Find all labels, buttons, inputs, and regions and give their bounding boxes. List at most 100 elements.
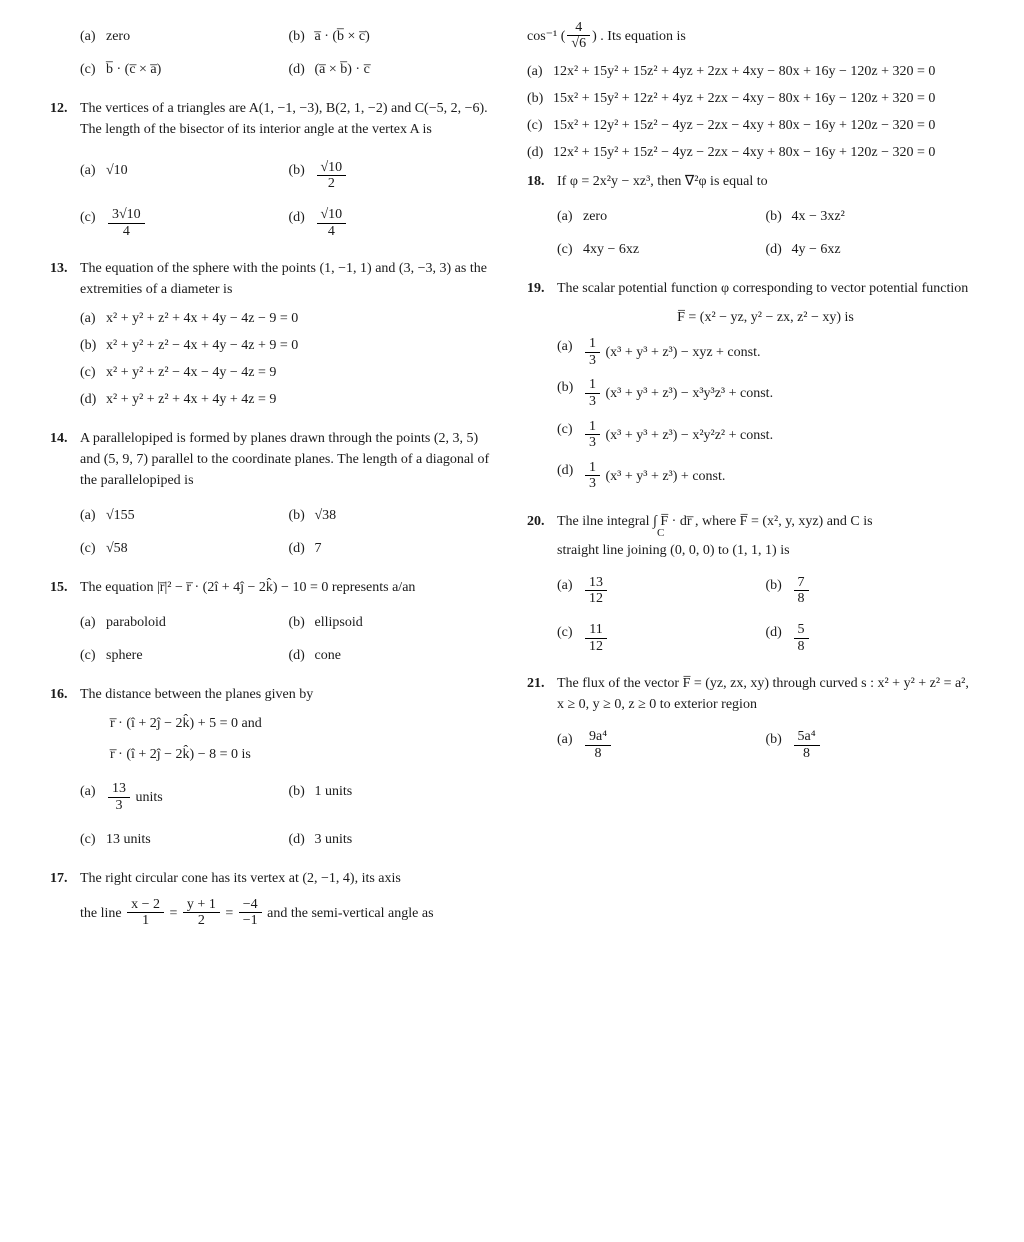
q21: 21. The flux of the vector F̅ = (yz, zx,…	[527, 673, 974, 768]
q-number: 20.	[527, 511, 557, 661]
q17-opt-a: (a)12x² + 15y² + 15z² + 4yz + 2zx + 4xy …	[527, 61, 974, 82]
q12-opt-b: (b)√102	[289, 160, 498, 193]
q20-line2: straight line joining (0, 0, 0) to (1, 1…	[557, 540, 974, 561]
q-stem: The equation of the sphere with the poin…	[80, 258, 497, 300]
q-stem: The flux of the vector F̅ = (yz, zx, xy)…	[557, 673, 974, 715]
opt-text: a̅ · (b̅ × c̅)	[315, 26, 498, 47]
q18-opt-c: (c)4xy − 6xz	[557, 239, 766, 260]
opt-text: √102	[315, 160, 498, 193]
opt-text: 3 units	[315, 829, 498, 850]
q-stem: If φ = 2x²y − xz³, then ∇²φ is equal to	[557, 171, 974, 192]
opt-text: 12x² + 15y² + 15z² + 4yz + 2zx + 4xy − 8…	[553, 61, 974, 82]
q-number: 13.	[50, 258, 80, 416]
q-stem: The vertices of a triangles are A(1, −1,…	[80, 98, 497, 140]
q17-opt-c: (c)15x² + 12y² + 15z² − 4yz − 2zx − 4xy …	[527, 115, 974, 136]
q14-opt-c: (c)√58	[80, 538, 289, 559]
opt-text: 13 (x³ + y³ + z³) + const.	[583, 460, 974, 493]
q-stem: The distance between the planes given by	[80, 684, 497, 705]
q13: 13. The equation of the sphere with the …	[50, 258, 497, 416]
opt-text: √155	[106, 505, 289, 526]
opt-text: √38	[315, 505, 498, 526]
q13-opt-c: (c)x² + y² + z² − 4x − 4y − 4z = 9	[80, 362, 497, 383]
q13-opt-a: (a)x² + y² + z² + 4x + 4y − 4z − 9 = 0	[80, 308, 497, 329]
opt-text: 4x − 3xz²	[792, 206, 975, 227]
opt-text: 5a⁴8	[792, 729, 975, 762]
q20: 20. The ilne integral ∫ F̅ · dr̅C , wher…	[527, 511, 974, 661]
q20-opt-b: (b)78	[766, 575, 975, 608]
q16-opt-d: (d)3 units	[289, 829, 498, 850]
opt-text: 7	[315, 538, 498, 559]
q18-opt-a: (a)zero	[557, 206, 766, 227]
opt-text: 13 (x³ + y³ + z³) − x³y³z³ + const.	[583, 377, 974, 410]
q16-eq1: r̅ · (î + 2ĵ − 2k̂) + 5 = 0 and	[110, 713, 497, 734]
opt-text: paraboloid	[106, 612, 289, 633]
q-stem: The ilne integral ∫ F̅ · dr̅C , where F̅…	[557, 511, 974, 532]
opt-text: cone	[315, 645, 498, 666]
q-stem: The scalar potential function φ correspo…	[557, 278, 974, 299]
q13-opt-b: (b)x² + y² + z² − 4x + 4y − 4z + 9 = 0	[80, 335, 497, 356]
opt-text: x² + y² + z² − 4x + 4y − 4z + 9 = 0	[106, 335, 497, 356]
q15: 15. The equation |r̅|² − r̅ · (2î + 4ĵ −…	[50, 577, 497, 672]
opt-text: 13 units	[106, 829, 289, 850]
q14-opt-a: (a)√155	[80, 505, 289, 526]
q19-opt-d: (d)13 (x³ + y³ + z³) + const.	[557, 460, 974, 493]
q-number: 19.	[527, 278, 557, 499]
q14-opt-b: (b)√38	[289, 505, 498, 526]
opt-text: ellipsoid	[315, 612, 498, 633]
q-stem: The equation |r̅|² − r̅ · (2î + 4ĵ − 2k̂…	[80, 577, 497, 598]
q16-opt-a: (a)133 units	[80, 781, 289, 814]
q16-eq2: r̅ · (î + 2ĵ − 2k̂) − 8 = 0 is	[110, 744, 497, 765]
opt-text: (a̅ × b̅) · c̅	[315, 59, 498, 80]
opt-text: 4xy − 6xz	[583, 239, 766, 260]
q19-opt-c: (c)13 (x³ + y³ + z³) − x²y²z² + const.	[557, 419, 974, 452]
q16-opt-b: (b)1 units	[289, 781, 498, 814]
q-number: 16.	[50, 684, 80, 855]
q13-opt-d: (d)x² + y² + z² + 4x + 4y + 4z = 9	[80, 389, 497, 410]
opt-text: 1312	[583, 575, 766, 608]
q-stem: The right circular cone has its vertex a…	[80, 868, 497, 889]
q20-opt-c: (c)1112	[557, 622, 766, 655]
q11-opt-c: (c)b̅ · (c̅ × a̅)	[80, 59, 289, 80]
q15-opt-a: (a)paraboloid	[80, 612, 289, 633]
opt-text: zero	[106, 26, 289, 47]
opt-text: √58	[106, 538, 289, 559]
opt-text: x² + y² + z² − 4x − 4y − 4z = 9	[106, 362, 497, 383]
left-column: (a)zero (b)a̅ · (b̅ × c̅) (c)b̅ · (c̅ × …	[50, 20, 497, 942]
q16: 16. The distance between the planes give…	[50, 684, 497, 855]
q11-continued: (a)zero (b)a̅ · (b̅ × c̅) (c)b̅ · (c̅ × …	[50, 20, 497, 86]
q17-continued: cos⁻¹ (4√6) . Its equation is (a)12x² + …	[527, 20, 974, 163]
q11-opt-a: (a)zero	[80, 26, 289, 47]
q19-opt-a: (a)13 (x³ + y³ + z³) − xyz + const.	[557, 336, 974, 369]
q12: 12. The vertices of a triangles are A(1,…	[50, 98, 497, 246]
q21-opt-a: (a)9a⁴8	[557, 729, 766, 762]
opt-text: 9a⁴8	[583, 729, 766, 762]
opt-text: 78	[792, 575, 975, 608]
q-number: 12.	[50, 98, 80, 246]
opt-text: 12x² + 15y² + 15z² − 4yz − 2zx − 4xy + 8…	[553, 142, 974, 163]
q19-eq: F̅ = (x² − yz, y² − zx, z² − xy) is	[557, 307, 974, 328]
opt-text: x² + y² + z² + 4x + 4y + 4z = 9	[106, 389, 497, 410]
opt-text: b̅ · (c̅ × a̅)	[106, 59, 289, 80]
q20-opt-d: (d)58	[766, 622, 975, 655]
q18-opt-d: (d)4y − 6xz	[766, 239, 975, 260]
q16-opt-c: (c)13 units	[80, 829, 289, 850]
q12-opt-c: (c)3√104	[80, 207, 289, 240]
opt-text: 13 (x³ + y³ + z³) − x²y²z² + const.	[583, 419, 974, 452]
q-number: 14.	[50, 428, 80, 565]
opt-text: √10	[106, 160, 289, 193]
opt-text: zero	[583, 206, 766, 227]
q20-opt-a: (a)1312	[557, 575, 766, 608]
q14-opt-d: (d)7	[289, 538, 498, 559]
q19: 19. The scalar potential function φ corr…	[527, 278, 974, 499]
page-columns: (a)zero (b)a̅ · (b̅ × c̅) (c)b̅ · (c̅ × …	[50, 20, 974, 942]
opt-text: x² + y² + z² + 4x + 4y − 4z − 9 = 0	[106, 308, 497, 329]
opt-text: 1112	[583, 622, 766, 655]
q18-opt-b: (b)4x − 3xz²	[766, 206, 975, 227]
opt-text: 15x² + 12y² + 15z² − 4yz − 2zx − 4xy + 8…	[553, 115, 974, 136]
q11-opt-d: (d)(a̅ × b̅) · c̅	[289, 59, 498, 80]
opt-text: √104	[315, 207, 498, 240]
opt-text: 58	[792, 622, 975, 655]
q15-opt-c: (c)sphere	[80, 645, 289, 666]
opt-text: 3√104	[106, 207, 289, 240]
opt-text: 4y − 6xz	[792, 239, 975, 260]
